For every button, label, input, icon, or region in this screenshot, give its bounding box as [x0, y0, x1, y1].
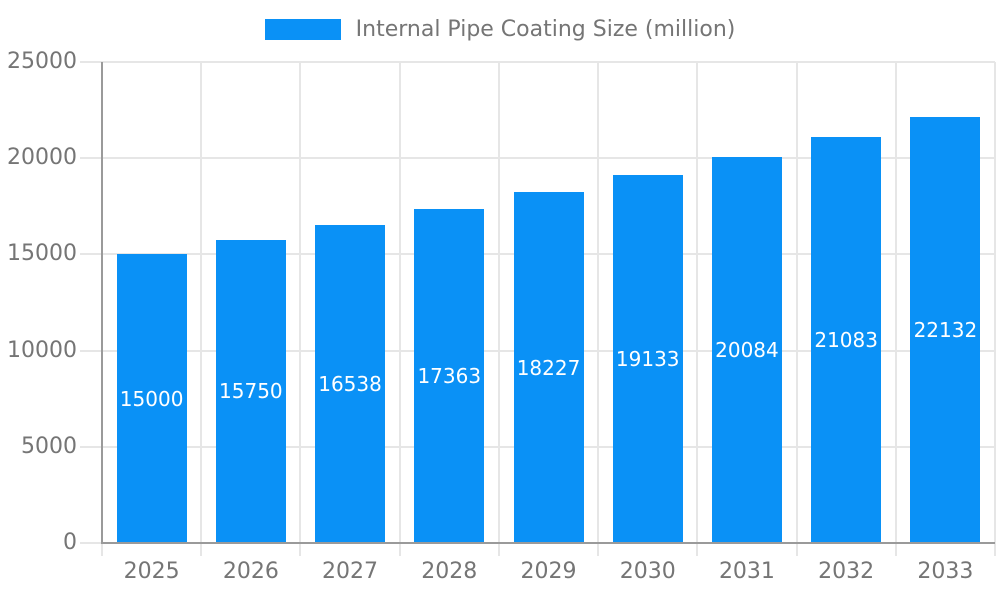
- bar-2026: 15750: [215, 239, 286, 543]
- bar-2029: 18227: [513, 192, 584, 543]
- y-tick-label: 15000: [7, 241, 77, 267]
- legend-label: Internal Pipe Coating Size (million): [355, 17, 736, 42]
- y-tick-label: 20000: [7, 145, 77, 171]
- bar-value-label: 15750: [219, 379, 283, 404]
- x-tick-label: 2028: [421, 559, 478, 584]
- y-gridline: [102, 61, 995, 63]
- y-tick-label: 0: [63, 530, 77, 555]
- x-gridline: [399, 62, 401, 543]
- bar-value-label: 21083: [814, 328, 878, 353]
- y-axis-tick: [80, 445, 102, 448]
- bar-value-label: 17363: [417, 363, 482, 388]
- x-gridline: [597, 62, 599, 543]
- bar-value-label: 16538: [318, 371, 382, 396]
- bar-value-label: 20084: [715, 337, 779, 362]
- x-tick-label: 2031: [718, 559, 775, 584]
- bar-value-label: 18227: [516, 355, 581, 380]
- x-axis-tick: [994, 543, 996, 556]
- y-tick-label: 10000: [7, 337, 77, 363]
- x-axis-tick: [200, 543, 202, 556]
- bar-value-label: 15000: [119, 386, 184, 411]
- x-axis-labels: 2025 2026 2027 2028 2029 2030 2031 2032 2033: [102, 558, 995, 588]
- y-axis-labels: 0 5000 10000 15000 20000 25000: [0, 49, 77, 555]
- y-axis-tick: [80, 61, 102, 63]
- x-axis-tick: [399, 543, 401, 556]
- legend-swatch: [264, 19, 341, 40]
- x-axis-tick: [498, 543, 500, 556]
- y-tick-label: 5000: [21, 433, 77, 459]
- bar-2032: 21083: [811, 137, 882, 543]
- plot-area: 15000 15750 16538 17363 18227 19133 20084 21083…: [80, 61, 996, 556]
- bar-2030: 19133: [612, 174, 683, 543]
- bar-2033: 22132: [910, 117, 981, 543]
- x-tick-label: 2033: [917, 559, 974, 584]
- y-tick-label: 25000: [7, 49, 77, 74]
- x-tick-label: 2032: [818, 559, 875, 584]
- x-axis-tick: [895, 543, 897, 556]
- bar-2031: 20084: [711, 156, 782, 543]
- x-axis-tick: [597, 543, 599, 556]
- bar-value-label: 22132: [913, 318, 978, 343]
- y-axis-tick: [80, 157, 102, 160]
- y-axis-tick: [80, 542, 102, 544]
- x-tick-label: 2025: [123, 559, 180, 584]
- x-axis-tick: [101, 543, 103, 556]
- x-axis-line: [101, 542, 995, 544]
- x-tick-label: 2030: [619, 559, 676, 584]
- bar-2027: 16538: [315, 224, 386, 543]
- x-axis-tick: [299, 543, 301, 556]
- x-tick-label: 2029: [520, 559, 577, 584]
- y-axis-tick: [80, 253, 102, 256]
- bar-value-label: 19133: [615, 346, 680, 371]
- legend: Internal Pipe Coating Size (million): [0, 17, 1000, 42]
- bar-2028: 17363: [414, 208, 485, 543]
- x-axis-tick: [796, 543, 798, 556]
- x-tick-label: 2026: [222, 559, 279, 584]
- y-gridline: [102, 157, 995, 160]
- x-gridline: [200, 62, 202, 543]
- x-gridline: [994, 62, 996, 543]
- x-gridline: [498, 62, 500, 543]
- y-axis-line: [101, 62, 103, 543]
- x-gridline: [299, 62, 301, 543]
- bar-2025: 15000: [116, 254, 187, 543]
- x-tick-label: 2027: [322, 559, 379, 584]
- x-gridline: [796, 62, 798, 543]
- x-gridline: [895, 62, 897, 543]
- x-axis-tick: [696, 543, 698, 556]
- x-gridline: [696, 62, 698, 543]
- y-axis-tick: [80, 349, 102, 352]
